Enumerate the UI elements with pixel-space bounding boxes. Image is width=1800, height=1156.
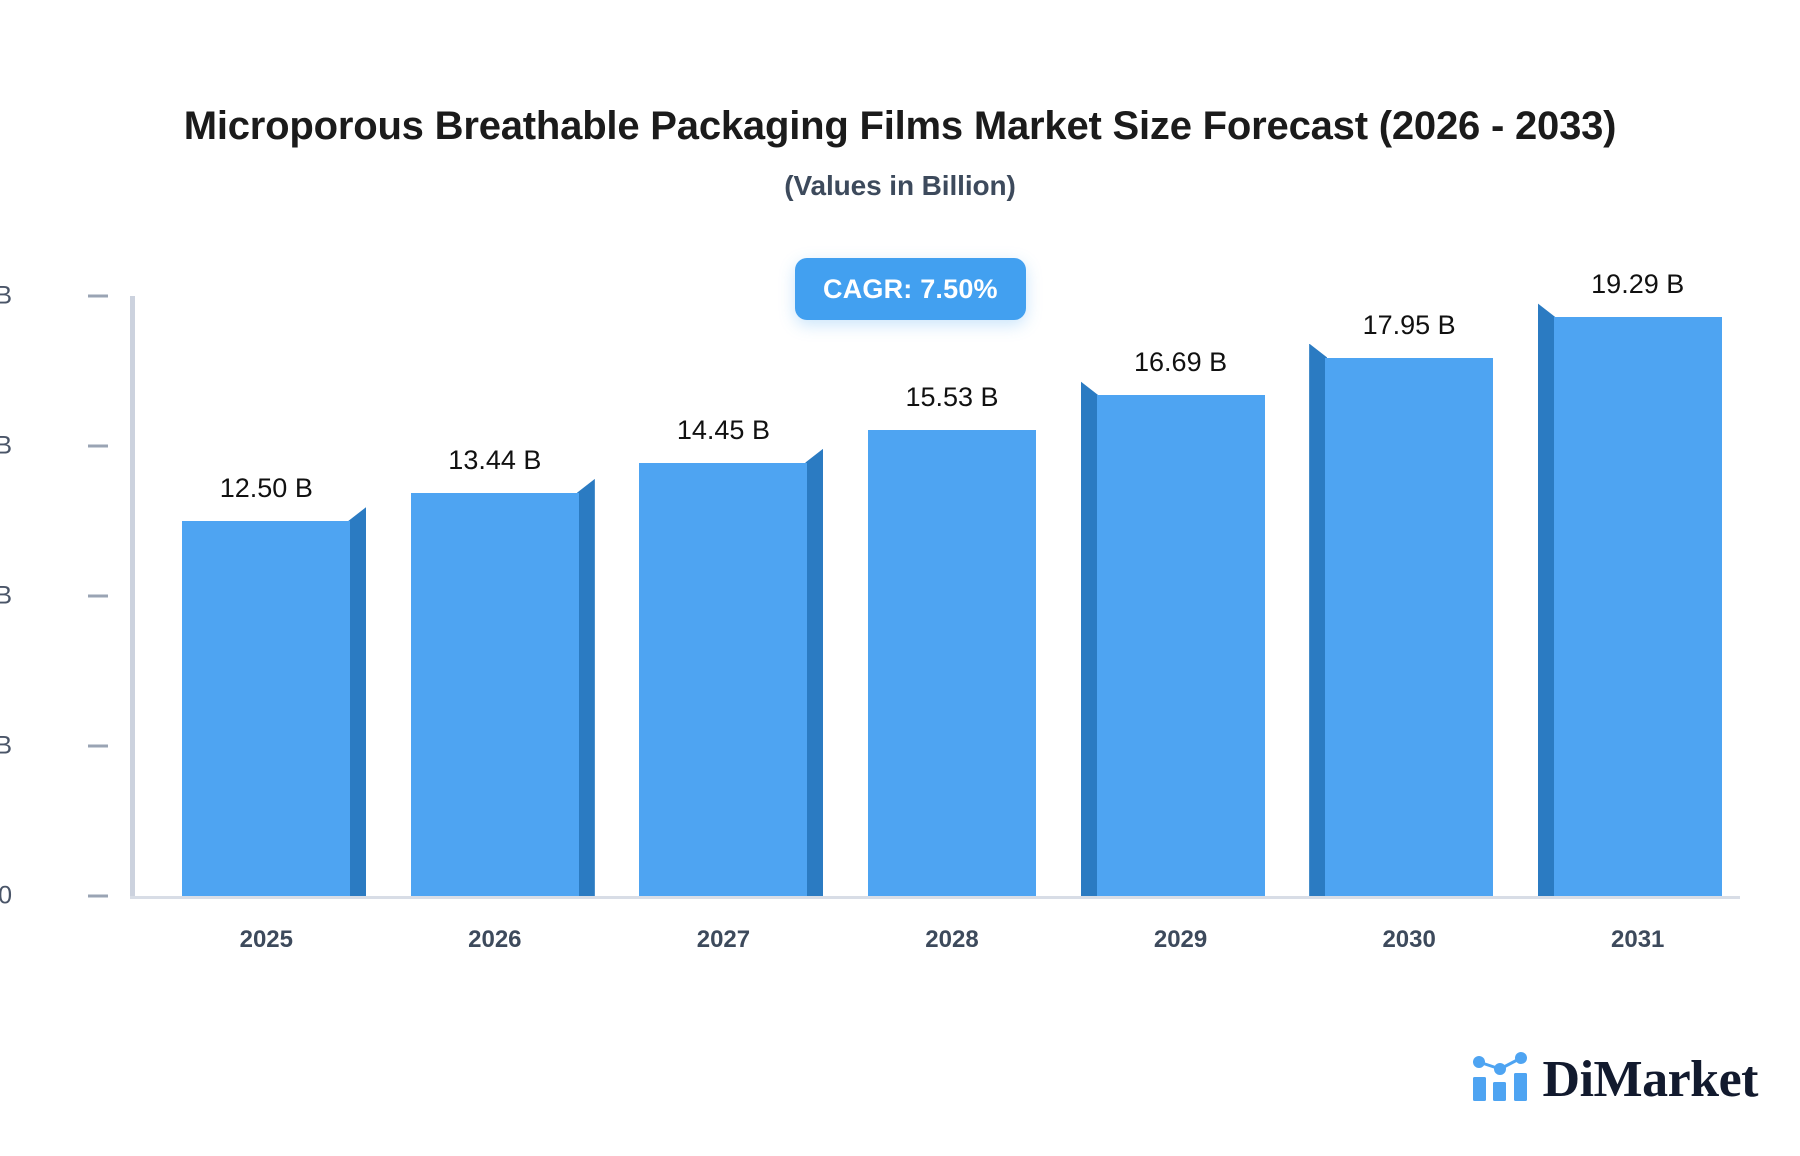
plot-area: 0 5.0B 10.0B 15.0B 20.0B 12.50 B 13.44 B 14.45… <box>0 269 1740 953</box>
y-axis-tick-label: 0 <box>0 881 12 910</box>
bar-3d-side <box>1309 343 1328 896</box>
bar-face <box>868 430 1036 896</box>
y-axis-tick-label: 10.0B <box>0 581 12 610</box>
x-axis-tick-label: 2029 <box>1153 926 1208 953</box>
x-axis-tick-label: 2025 <box>239 926 293 953</box>
x-axis-tick-label: 2028 <box>925 926 979 953</box>
x-axis-line <box>130 896 1740 899</box>
bar-3d-side <box>805 448 824 896</box>
bar-value-label: 16.69 B <box>1134 347 1228 378</box>
bar-chart-logo-icon <box>1471 1051 1529 1108</box>
bar-3d-side <box>1537 303 1556 896</box>
bar-value-label: 13.44 B <box>448 444 542 475</box>
bar-value-label: 17.95 B <box>1362 309 1456 340</box>
x-axis-tick-label: 2027 <box>696 926 751 953</box>
bar-face <box>182 521 351 896</box>
x-axis-tick-label: 2026 <box>468 926 522 953</box>
x-axis-tick-label: 2030 <box>1382 926 1436 953</box>
y-axis-tick-label: 20.0B <box>0 281 12 310</box>
y-axis-tick-mark <box>88 744 108 748</box>
dimarket-logo: DiMarket <box>1471 1050 1759 1108</box>
bar <box>868 430 1036 896</box>
bar-value-label: 14.45 B <box>676 414 770 445</box>
y-axis-tick-label: 15.0B <box>0 431 12 460</box>
page-title: Microporous Breathable Packaging Films M… <box>183 104 1617 148</box>
bar-value-label: 15.53 B <box>905 382 999 413</box>
bar-face <box>639 462 808 896</box>
cagr-badge: CAGR: 7.50% <box>795 258 1026 320</box>
bar-face <box>1553 317 1722 896</box>
bar-face <box>1325 357 1494 896</box>
y-axis-tick-mark <box>88 594 108 598</box>
logo-text: DiMarket <box>1542 1050 1759 1108</box>
bar-3d-side <box>348 507 367 896</box>
bar-value-label: 12.50 B <box>219 473 313 503</box>
bar-value-label: 19.29 B <box>1591 269 1685 300</box>
y-axis-line <box>130 296 135 896</box>
bar <box>1309 343 1494 896</box>
bar-face <box>410 492 579 896</box>
bar <box>1080 381 1265 896</box>
bar <box>639 448 824 896</box>
bar-3d-side <box>576 478 595 896</box>
chart-subtitle: (Values in Billion) <box>784 170 1016 201</box>
bar <box>410 478 595 896</box>
bar <box>1537 303 1722 896</box>
bar-3d-side <box>1080 381 1099 896</box>
y-axis-tick-mark <box>88 294 108 298</box>
y-axis-tick-mark <box>88 444 108 448</box>
bar-face <box>1096 395 1265 896</box>
y-axis-tick-mark <box>88 894 108 898</box>
y-axis-tick-label: 5.0B <box>0 731 12 760</box>
bar <box>182 507 367 896</box>
cagr-badge-label: CAGR: 7.50% <box>823 273 998 304</box>
x-axis-tick-label: 2031 <box>1611 926 1665 953</box>
